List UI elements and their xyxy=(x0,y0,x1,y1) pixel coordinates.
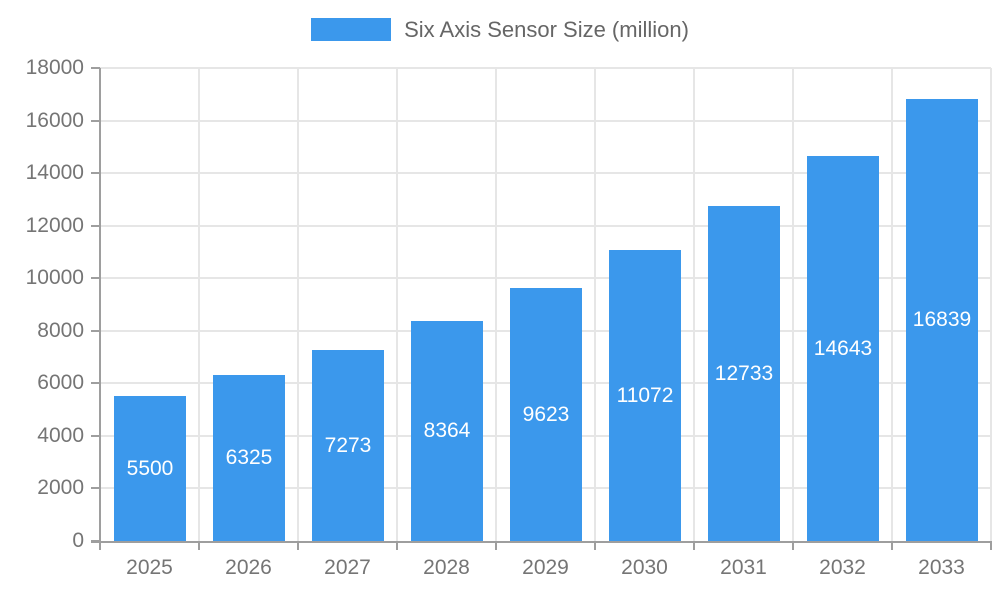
y-tick-label: 12000 xyxy=(25,214,84,237)
bar: 6325 xyxy=(213,375,285,541)
x-axis-tick xyxy=(792,541,794,550)
h-gridline xyxy=(100,120,991,122)
v-gridline xyxy=(594,68,596,541)
x-axis-tick xyxy=(693,541,695,550)
y-axis-tick xyxy=(91,487,100,489)
y-axis-line xyxy=(99,68,101,542)
v-gridline xyxy=(198,68,200,541)
x-axis-tick xyxy=(495,541,497,550)
x-axis-tick xyxy=(198,541,200,550)
y-axis-tick xyxy=(91,330,100,332)
x-axis-tick xyxy=(990,541,992,550)
y-tick-label: 8000 xyxy=(37,319,84,342)
bar: 12733 xyxy=(708,206,780,541)
bar-value-label: 5500 xyxy=(126,456,174,480)
y-axis-tick xyxy=(91,172,100,174)
bar-value-label: 6325 xyxy=(225,446,273,469)
legend-label: Six Axis Sensor Size (million) xyxy=(404,17,689,42)
y-tick-label: 0 xyxy=(72,529,84,552)
bar-value-label: 7273 xyxy=(324,433,372,457)
x-tick-label: 2033 xyxy=(918,556,965,579)
x-tick-label: 2025 xyxy=(126,556,173,579)
bar: 11072 xyxy=(609,250,681,541)
h-gridline xyxy=(100,225,991,227)
y-axis-tick xyxy=(91,382,100,384)
bar: 5500 xyxy=(114,396,186,541)
h-gridline xyxy=(100,277,991,279)
bar-value-label: 16839 xyxy=(912,308,972,331)
bar: 7273 xyxy=(312,350,384,541)
x-axis-tick xyxy=(99,541,101,550)
y-axis-tick xyxy=(91,67,100,69)
x-axis-line xyxy=(91,541,992,543)
h-gridline xyxy=(100,172,991,174)
y-axis-tick xyxy=(91,277,100,279)
x-tick-label: 2030 xyxy=(621,556,668,579)
x-axis-tick xyxy=(891,541,893,550)
x-tick-label: 2029 xyxy=(522,556,569,579)
y-axis-tick xyxy=(91,435,100,437)
x-tick-label: 2031 xyxy=(720,556,767,579)
legend-item[interactable]: Six Axis Sensor Size (million) xyxy=(0,18,1000,41)
x-axis-tick xyxy=(594,541,596,550)
bar: 9623 xyxy=(510,288,582,541)
bar-value-label: 8364 xyxy=(423,419,471,442)
v-gridline xyxy=(693,68,695,541)
v-gridline xyxy=(495,68,497,541)
bar: 16839 xyxy=(906,99,978,541)
bar-value-label: 12733 xyxy=(714,361,774,385)
x-tick-label: 2027 xyxy=(324,556,371,579)
y-tick-label: 4000 xyxy=(37,424,84,447)
y-tick-label: 6000 xyxy=(37,371,84,394)
v-gridline xyxy=(297,68,299,541)
x-axis-tick xyxy=(297,541,299,550)
v-gridline xyxy=(990,68,992,541)
bar-value-label: 11072 xyxy=(616,383,674,407)
y-axis-tick xyxy=(91,225,100,227)
x-tick-label: 2026 xyxy=(225,556,272,579)
bar-value-label: 9623 xyxy=(522,402,570,426)
bar: 8364 xyxy=(411,321,483,541)
h-gridline xyxy=(100,67,991,69)
y-tick-label: 18000 xyxy=(25,56,84,79)
y-tick-label: 14000 xyxy=(25,161,84,184)
y-axis-tick xyxy=(91,120,100,122)
bar: 14643 xyxy=(807,156,879,541)
y-tick-label: 10000 xyxy=(25,266,84,289)
legend-swatch xyxy=(311,18,392,41)
y-tick-label: 2000 xyxy=(37,476,84,499)
v-gridline xyxy=(891,68,893,541)
x-axis-tick xyxy=(396,541,398,550)
v-gridline xyxy=(396,68,398,541)
x-tick-label: 2032 xyxy=(819,556,866,579)
bar-value-label: 14643 xyxy=(813,336,873,360)
x-tick-label: 2028 xyxy=(423,556,470,579)
v-gridline xyxy=(792,68,794,541)
y-tick-label: 16000 xyxy=(25,109,84,132)
